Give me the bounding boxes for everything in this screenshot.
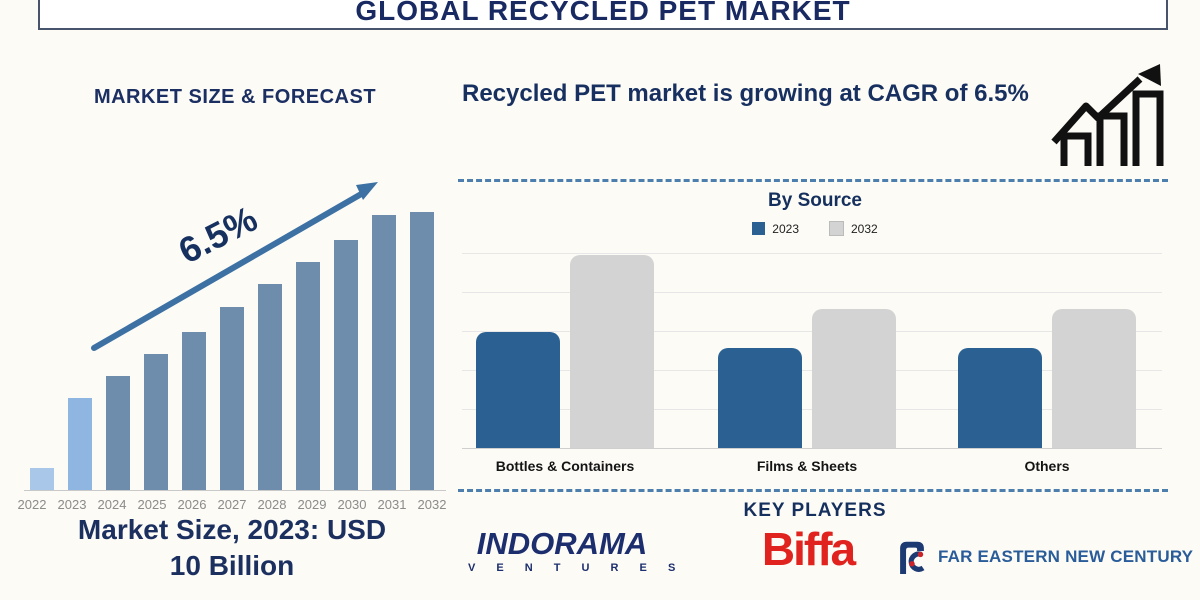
forecast-bar-2030: [334, 240, 358, 490]
forecast-bar-2025: [144, 354, 168, 490]
logo-far-eastern-new-century: FAR EASTERN NEW CENTURY: [895, 538, 1193, 576]
source-category-label: Films & Sheets: [756, 458, 858, 474]
logo-biffa: Biffa: [761, 523, 856, 575]
legend-swatch: [829, 221, 844, 236]
section-divider-bottom: [458, 489, 1168, 492]
legend-label: 2032: [851, 221, 878, 236]
forecast-x-axis-labels: 2022 2023 2024 2025 2026 2027 2028 2029 2030 2031…: [12, 497, 452, 512]
forecast-bar-2031: [372, 215, 396, 490]
fenc-wordmark: FAR EASTERN NEW CENTURY: [938, 547, 1194, 566]
forecast-bar-2022: [30, 468, 54, 490]
forecast-bar-2023: [68, 398, 92, 490]
source-bar-2023: [718, 348, 802, 448]
title-banner: GLOBAL RECYCLED PET MARKET: [38, 0, 1168, 30]
year-label: 2026: [177, 497, 207, 512]
by-source-legend: 2023 2032: [462, 221, 1168, 236]
trend-arrow-icon: [91, 182, 378, 351]
page-title: GLOBAL RECYCLED PET MARKET: [355, 0, 851, 26]
market-size-caption-line2: 10 Billion: [169, 549, 295, 581]
forecast-bar-2028: [258, 284, 282, 490]
forecast-bar-2032: [410, 212, 434, 490]
source-group: Bottles & Containers: [476, 255, 654, 474]
forecast-bar-2027: [220, 307, 244, 490]
logo-indorama: INDORAMA V E N T U R E S: [462, 526, 685, 574]
year-label: 2027: [217, 497, 247, 512]
legend-item-2032: 2032: [829, 221, 878, 236]
source-group: Films & Sheets: [718, 255, 896, 474]
indorama-ventures-label: V E N T U R E S: [468, 562, 685, 574]
forecast-bar-2026: [182, 332, 206, 490]
by-source-title: By Source: [768, 190, 862, 211]
forecast-x-axis: [24, 490, 446, 491]
indorama-wordmark: INDORAMA: [476, 526, 648, 561]
fenc-logo-mark: [900, 541, 925, 574]
year-label: 2025: [137, 497, 167, 512]
gridline: [462, 253, 1162, 254]
forecast-chart-title: MARKET SIZE & FORECAST: [93, 86, 377, 108]
cagr-headline: Recycled PET market is growing at CAGR o…: [462, 80, 1029, 107]
year-label: 2023: [57, 497, 87, 512]
year-label: 2022: [17, 497, 47, 512]
source-bar-2032: [570, 255, 654, 448]
gridline: [462, 292, 1162, 293]
legend-swatch: [752, 222, 766, 235]
forecast-bar-2024: [106, 376, 130, 490]
source-bar-2032: [812, 309, 896, 448]
by-source-x-axis: [462, 448, 1162, 449]
section-divider-top: [458, 179, 1168, 182]
source-bar-2032: [1052, 309, 1136, 448]
year-label: 2031: [377, 497, 407, 512]
key-players-title: KEY PLAYERS: [743, 500, 887, 521]
market-size-caption-line1: Market Size, 2023: USD: [77, 514, 387, 545]
legend-label: 2023: [772, 221, 799, 236]
forecast-bar-2029: [296, 262, 320, 490]
year-label: 2029: [297, 497, 327, 512]
legend-item-2023: 2023: [752, 222, 799, 236]
source-group: Others: [958, 255, 1136, 474]
market-size-caption: Market Size, 2023: USD 10 Billion: [28, 512, 436, 584]
source-bar-2023: [958, 348, 1042, 448]
forecast-bar-chart: [30, 212, 434, 490]
year-label: 2028: [257, 497, 287, 512]
year-label: 2024: [97, 497, 127, 512]
year-label: 2030: [337, 497, 367, 512]
source-category-label: Others: [1024, 458, 1070, 474]
source-category-label: Bottles & Containers: [495, 458, 635, 474]
source-bar-2023: [476, 332, 560, 448]
growth-chart-icon: [1051, 64, 1164, 166]
year-label: 2032: [417, 497, 447, 512]
